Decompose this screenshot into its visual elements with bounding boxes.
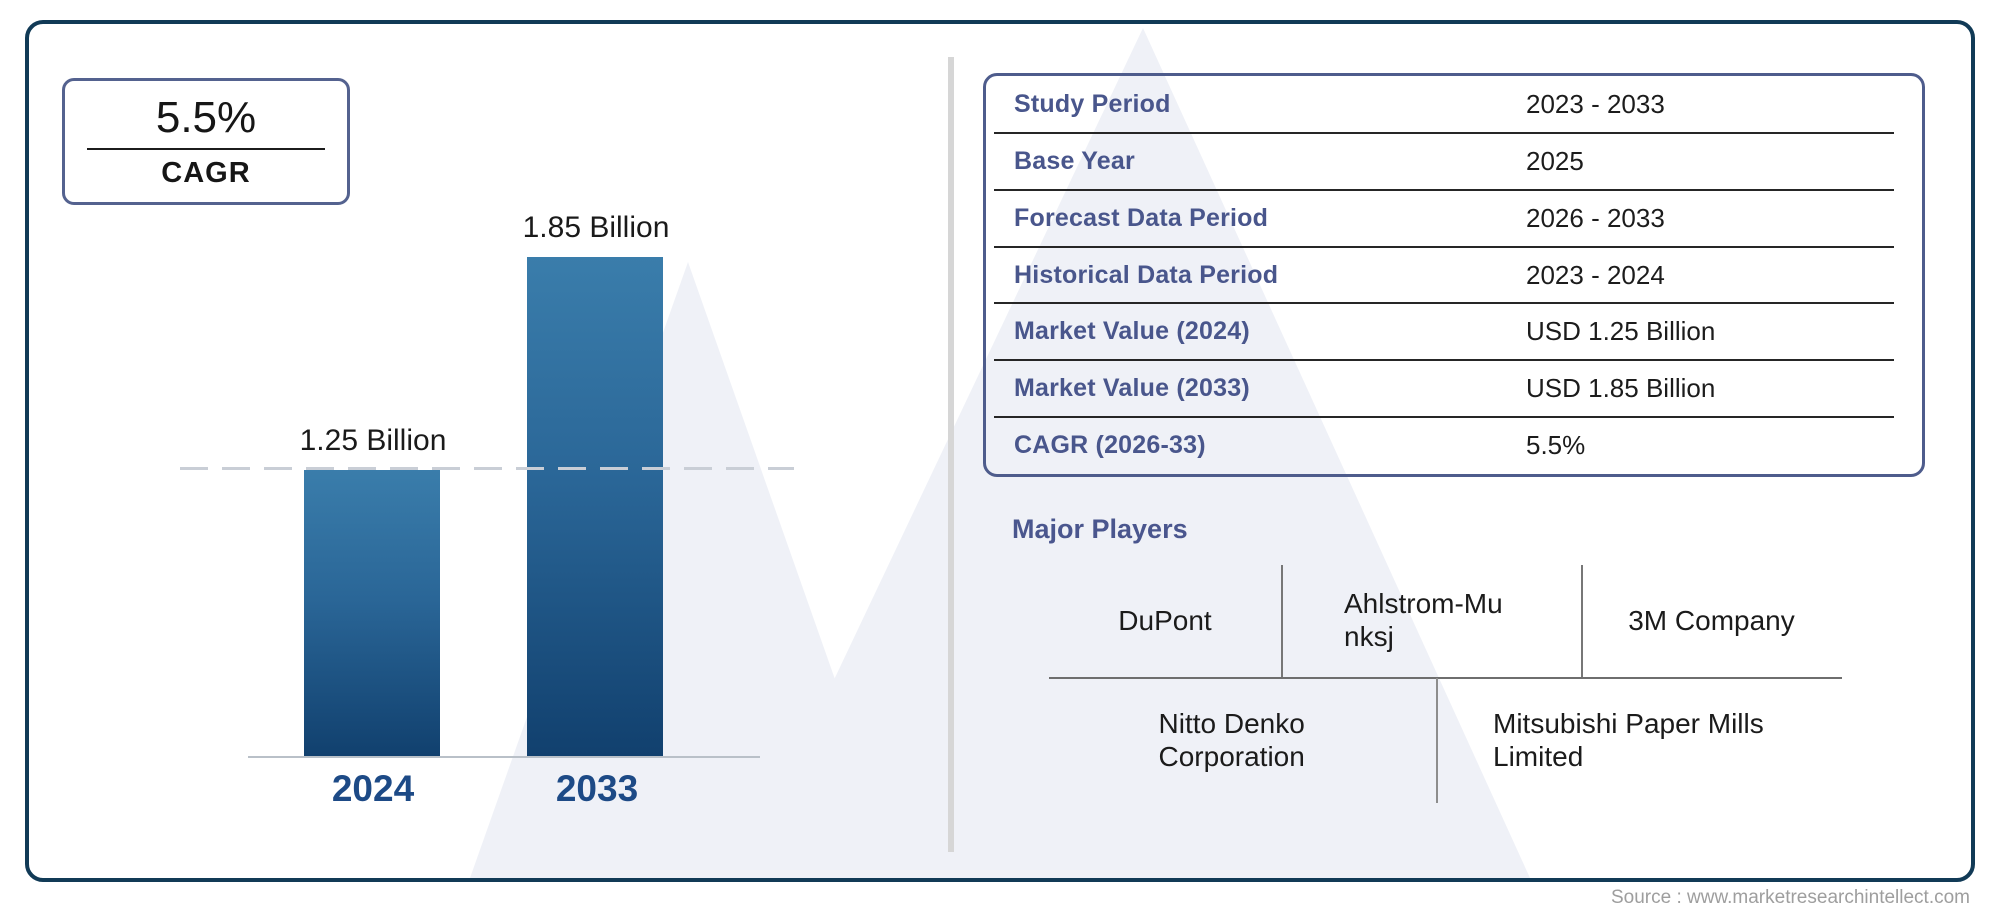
reference-dashed-line bbox=[180, 467, 794, 470]
players-divider-vertical-2 bbox=[1581, 565, 1583, 677]
cagr-label: CAGR bbox=[161, 156, 251, 189]
x-axis-line bbox=[248, 756, 760, 758]
row-value: 5.5% bbox=[1526, 430, 1586, 461]
table-row: Market Value (2033) USD 1.85 Billion bbox=[986, 359, 1922, 417]
player-name: DuPont bbox=[1118, 604, 1212, 636]
table-row: Base Year 2025 bbox=[986, 131, 1922, 190]
row-label: CAGR (2026-33) bbox=[1014, 431, 1206, 460]
vertical-panel-divider bbox=[948, 57, 954, 852]
row-value: 2023 - 2024 bbox=[1526, 259, 1665, 290]
cagr-value: 5.5% bbox=[155, 92, 257, 142]
row-value: 2023 - 2033 bbox=[1526, 88, 1665, 119]
row-value: 2025 bbox=[1526, 145, 1584, 176]
bar-value-label-2033: 1.85 Billion bbox=[522, 211, 670, 244]
player-ahlstrom-munksj: Ahlstrom-Munksj bbox=[1281, 565, 1581, 677]
row-label: Market Value (2033) bbox=[1014, 374, 1250, 403]
row-label: Historical Data Period bbox=[1014, 260, 1279, 289]
bar-value-label-2024: 1.25 Billion bbox=[299, 424, 447, 457]
major-players-title: Major Players bbox=[1012, 514, 1188, 544]
table-row: Historical Data Period 2023 - 2024 bbox=[986, 245, 1922, 304]
row-value: USD 1.25 Billion bbox=[1526, 316, 1716, 347]
players-divider-horizontal bbox=[1049, 677, 1842, 679]
source-attribution: Source : www.marketresearchintellect.com bbox=[1610, 887, 1970, 908]
x-tick-2024: 2024 bbox=[331, 768, 415, 809]
player-mitsubishi-paper-mills: Mitsubishi Paper Mills Limited bbox=[1436, 678, 1842, 803]
table-row: Study Period 2023 - 2033 bbox=[986, 76, 1922, 133]
player-name: Nitto Denko Corporation bbox=[1158, 707, 1305, 772]
player-name: Mitsubishi Paper Mills Limited bbox=[1493, 707, 1764, 772]
player-nitto-denko: Nitto Denko Corporation bbox=[1049, 678, 1436, 803]
bar-2033 bbox=[527, 257, 663, 757]
player-name: 3M Company bbox=[1628, 604, 1795, 636]
row-label: Study Period bbox=[1014, 89, 1171, 118]
row-value: 2026 - 2033 bbox=[1526, 202, 1665, 233]
x-tick-2033: 2033 bbox=[555, 768, 639, 809]
player-name: Ahlstrom-Munksj bbox=[1344, 588, 1503, 652]
bar-2024 bbox=[304, 470, 440, 757]
row-label: Forecast Data Period bbox=[1014, 203, 1269, 232]
table-row: Forecast Data Period 2026 - 2033 bbox=[986, 188, 1922, 247]
cagr-box: 5.5% CAGR bbox=[62, 78, 350, 205]
row-label: Market Value (2024) bbox=[1014, 317, 1250, 346]
player-3m-company: 3M Company bbox=[1581, 565, 1842, 677]
players-divider-vertical-3 bbox=[1436, 678, 1438, 803]
market-info-table: Study Period 2023 - 2033 Base Year 2025 … bbox=[983, 73, 1925, 477]
cagr-divider-line bbox=[87, 147, 325, 150]
row-value: USD 1.85 Billion bbox=[1526, 373, 1716, 404]
players-divider-vertical-1 bbox=[1281, 565, 1283, 677]
table-row: CAGR (2026-33) 5.5% bbox=[986, 416, 1922, 474]
player-dupont: DuPont bbox=[1049, 565, 1281, 677]
table-row: Market Value (2024) USD 1.25 Billion bbox=[986, 302, 1922, 360]
row-label: Base Year bbox=[1014, 146, 1135, 175]
